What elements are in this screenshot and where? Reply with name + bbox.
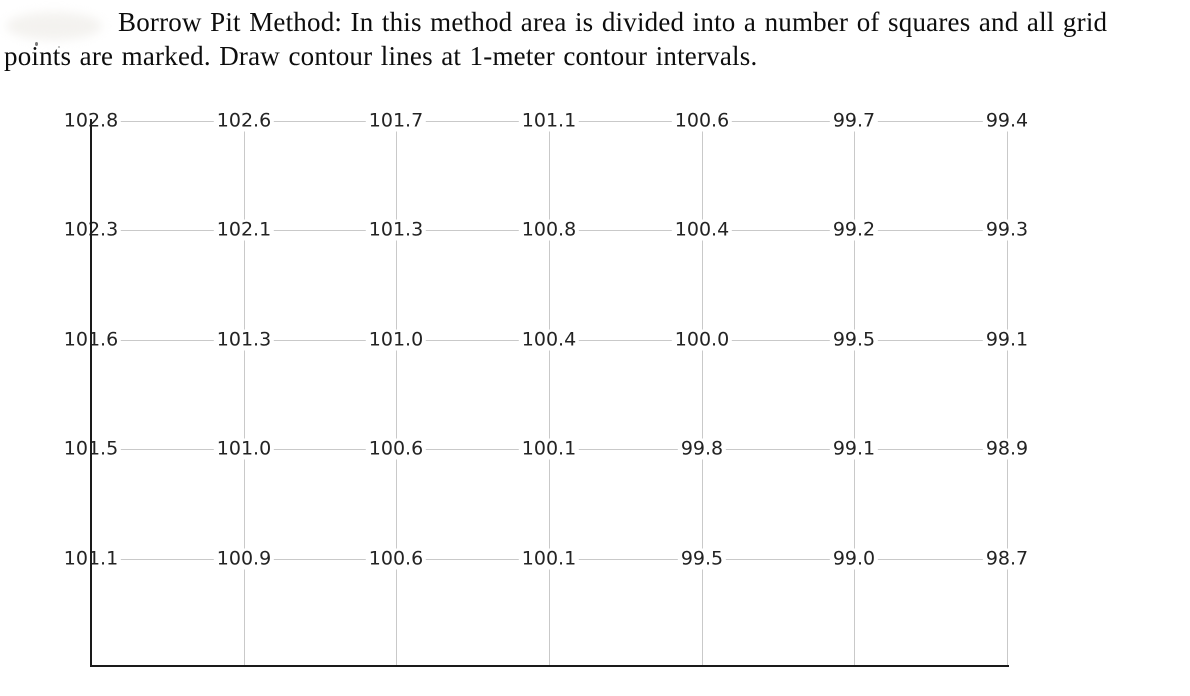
elevation-label: 99.2: [829, 219, 879, 241]
elevation-label: 101.7: [365, 110, 427, 132]
elevation-label: 100.0: [671, 329, 733, 351]
elevation-label: 101.0: [365, 329, 427, 351]
elevation-label: 100.8: [518, 219, 580, 241]
elevation-label: 100.6: [365, 548, 427, 570]
elevation-label: 101.3: [365, 219, 427, 241]
problem-statement-line-2: points are marked. Draw contour lines at…: [4, 41, 758, 71]
elevation-label: 102.1: [213, 219, 275, 241]
elevation-label: 99.5: [677, 548, 727, 570]
elevation-label: 99.3: [982, 219, 1032, 241]
elevation-label: 101.1: [518, 110, 580, 132]
elevation-label: 99.0: [829, 548, 879, 570]
elevation-label: 99.5: [829, 329, 879, 351]
elevation-label: 99.1: [982, 329, 1032, 351]
grid-vline: [854, 121, 855, 666]
elevation-label: 102.6: [213, 110, 275, 132]
grid-vline: [244, 121, 245, 666]
elevation-label: 98.9: [982, 438, 1032, 460]
bottom-axis-spine: [90, 665, 1009, 667]
elevation-label: 101.0: [213, 438, 275, 460]
elevation-label: 100.4: [671, 219, 733, 241]
elevation-label: 99.4: [982, 110, 1032, 132]
grid-vline: [1007, 121, 1008, 666]
elevation-label: 98.7: [982, 548, 1032, 570]
elevation-label: 99.8: [677, 438, 727, 460]
elevation-label: 101.3: [213, 329, 275, 351]
grid-vline: [396, 121, 397, 666]
elevation-label: 100.9: [213, 548, 275, 570]
left-axis-spine: [90, 119, 92, 667]
grid-vline: [549, 121, 550, 666]
grid-vline: [702, 121, 703, 666]
elevation-label: 99.7: [829, 110, 879, 132]
elevation-label: 100.4: [518, 329, 580, 351]
elevation-label: 100.1: [518, 548, 580, 570]
elevation-label: 100.6: [671, 110, 733, 132]
elevation-label: 100.6: [365, 438, 427, 460]
elevation-label: 100.1: [518, 438, 580, 460]
problem-statement-line-1: Borrow Pit Method: In this method area i…: [118, 7, 1108, 37]
elevation-label: 99.1: [829, 438, 879, 460]
